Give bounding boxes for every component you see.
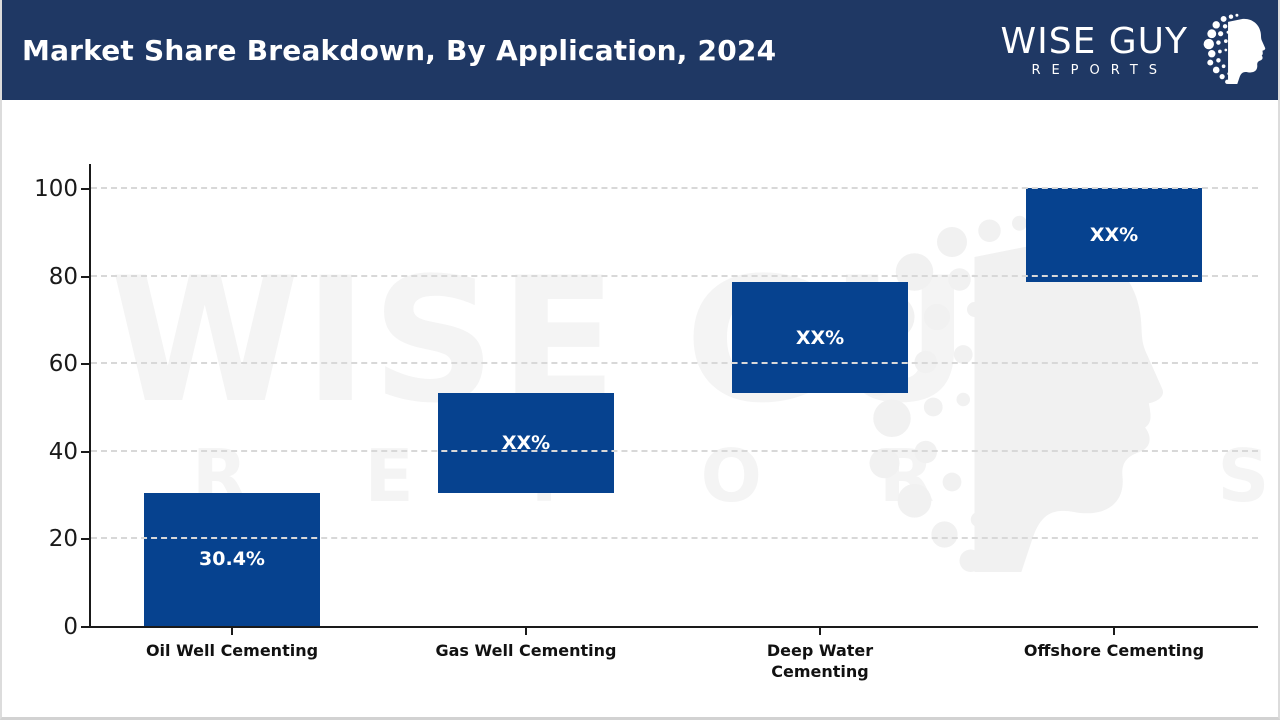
y-tick-label-80: 80 <box>48 263 78 290</box>
x-axis-label-gas-well-cementing: Gas Well Cementing <box>435 641 617 660</box>
bar-value-label: XX% <box>795 326 845 349</box>
bar-value-label: 30.4% <box>199 548 265 571</box>
bar-deep-water-cementing: XX% <box>732 282 908 394</box>
brand-logo-text: WISE GUY REPORTS <box>1000 20 1189 78</box>
x-tick-3 <box>1113 628 1115 635</box>
brand-head-icon <box>1194 12 1268 88</box>
x-tick-0 <box>231 628 233 635</box>
x-axis-line <box>89 626 1258 628</box>
brand-subname: REPORTS <box>1031 62 1169 78</box>
x-axis-label-deep-water: Deep Water Cementing <box>766 641 874 681</box>
y-tick-80 <box>81 275 89 278</box>
gridline-20 <box>91 537 1258 540</box>
y-tick-60 <box>81 363 89 366</box>
bar-value-label: XX% <box>501 432 551 455</box>
brand-logo: WISE GUY REPORTS <box>1001 12 1280 88</box>
x-axis-label-oil-well-cementing: Oil Well Cementing <box>145 641 319 660</box>
gridline-40 <box>91 449 1258 452</box>
y-axis-line <box>89 164 91 628</box>
bar-offshore-cementing: XX% <box>1026 188 1202 283</box>
gridline-60 <box>91 362 1258 365</box>
gridline-80 <box>91 274 1258 277</box>
bar-value-label: XX% <box>1089 224 1139 247</box>
y-tick-label-100: 100 <box>34 176 78 202</box>
gridline-100 <box>91 187 1258 189</box>
y-tick-label-60: 60 <box>48 351 78 378</box>
y-tick-100 <box>81 188 89 190</box>
y-tick-0 <box>81 626 89 628</box>
y-tick-label-0: 0 <box>63 614 78 640</box>
x-axis-label-offshore-cementing: Offshore Cementing <box>1023 641 1205 660</box>
bar-oil-well-cementing: 30.4% <box>144 492 320 626</box>
y-tick-20 <box>81 538 89 541</box>
header-bar: Market Share Breakdown, By Application, … <box>2 0 1280 100</box>
x-tick-2 <box>819 628 821 635</box>
page-title: Market Share Breakdown, By Application, … <box>22 33 777 67</box>
y-tick-40 <box>81 450 89 453</box>
y-tick-label-20: 20 <box>48 526 78 553</box>
y-tick-label-40: 40 <box>48 438 78 465</box>
x-tick-1 <box>525 628 527 635</box>
plot-area: 30.4% XX% XX% XX% 0 20 40 60 80 100 Oil Well Cemen… <box>2 100 1278 717</box>
brand-name: WISE GUY <box>1000 20 1188 62</box>
bar-gas-well-cementing: XX% <box>438 393 614 493</box>
